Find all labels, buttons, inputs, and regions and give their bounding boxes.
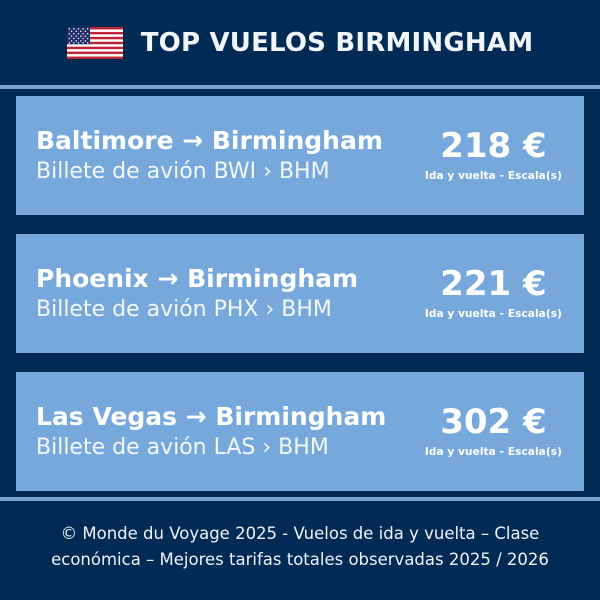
flight-info: Phoenix → Birmingham Billete de avión PH…: [36, 264, 415, 323]
header-divider: [0, 85, 600, 89]
flight-route: Las Vegas → Birmingham: [36, 402, 387, 432]
flight-price-block: 218 € Ida y vuelta - Escala(s): [415, 126, 566, 182]
flight-ticket-description: Billete de avión PHX › BHM: [36, 296, 332, 322]
flight-card[interactable]: Baltimore → Birmingham Billete de avión …: [16, 96, 584, 215]
us-flag-icon: [66, 26, 123, 59]
flight-price: 302 €: [440, 402, 547, 443]
poster-header: TOP VUELOS BIRMINGHAM: [0, 0, 600, 85]
flight-list: Baltimore → Birmingham Billete de avión …: [16, 96, 584, 491]
footer-divider: [0, 497, 600, 501]
footer-disclaimer: © Monde du Voyage 2025 - Vuelos de ida y…: [51, 524, 549, 569]
page-title: TOP VUELOS BIRMINGHAM: [140, 27, 534, 58]
flight-price-block: 302 € Ida y vuelta - Escala(s): [415, 402, 566, 458]
flight-card[interactable]: Phoenix → Birmingham Billete de avión PH…: [16, 234, 584, 353]
flight-price: 218 €: [440, 126, 547, 167]
flight-price-block: 221 € Ida y vuelta - Escala(s): [415, 264, 566, 320]
flight-price-note: Ida y vuelta - Escala(s): [424, 307, 562, 320]
flight-price-note: Ida y vuelta - Escala(s): [424, 445, 562, 458]
flight-route: Baltimore → Birmingham: [36, 126, 383, 156]
flight-info: Las Vegas → Birmingham Billete de avión …: [36, 402, 415, 461]
flight-card[interactable]: Las Vegas → Birmingham Billete de avión …: [16, 372, 584, 491]
flight-ticket-description: Billete de avión LAS › BHM: [36, 434, 329, 460]
flight-info: Baltimore → Birmingham Billete de avión …: [36, 126, 415, 185]
poster-footer: © Monde du Voyage 2025 - Vuelos de ida y…: [0, 505, 600, 600]
flight-route: Phoenix → Birmingham: [36, 264, 359, 294]
flight-price: 221 €: [440, 264, 547, 305]
flight-price-note: Ida y vuelta - Escala(s): [424, 169, 562, 182]
flight-ticket-description: Billete de avión BWI › BHM: [36, 158, 330, 184]
